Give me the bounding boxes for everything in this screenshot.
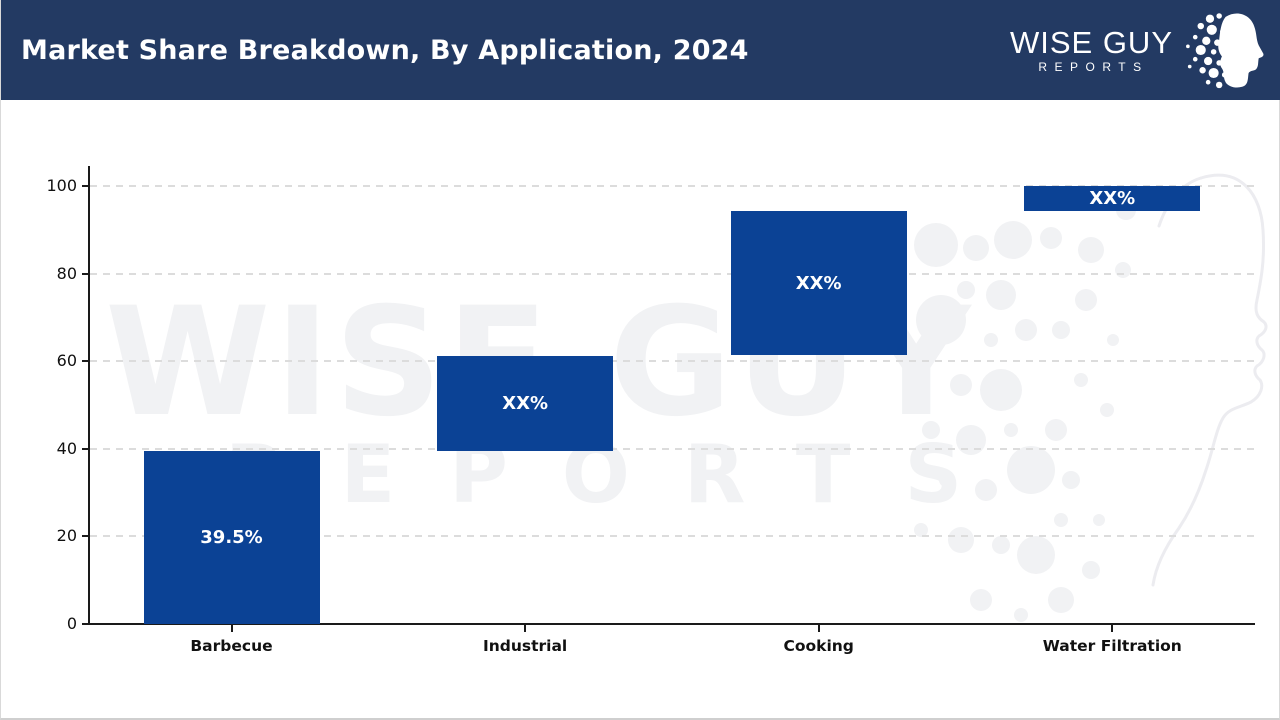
- logo-head-icon: [1186, 13, 1264, 89]
- y-tick-mark: [82, 272, 88, 275]
- x-category-label: Water Filtration: [1042, 637, 1182, 655]
- bar-value-label: XX%: [502, 392, 548, 414]
- bar-value-label: 39.5%: [200, 526, 263, 548]
- bar-cooking: XX%: [730, 210, 907, 356]
- header: Market Share Breakdown, By Application, …: [1, 0, 1280, 100]
- y-tick-mark: [82, 623, 88, 625]
- logo-sub-text: REPORTS: [1038, 59, 1149, 74]
- logo-brand-text: WISE GUY: [1009, 24, 1173, 60]
- x-category-label: Cooking: [783, 637, 854, 655]
- x-tick-mark: [524, 625, 527, 632]
- bar-value-label: XX%: [1089, 187, 1136, 209]
- x-tick-mark: [230, 625, 233, 632]
- y-axis-line: [88, 166, 90, 625]
- bar-water-filtration: XX%: [1024, 186, 1201, 211]
- bar-value-label: XX%: [795, 272, 842, 294]
- gridline-y60: [90, 360, 1254, 363]
- brand-logo: WISE GUY REPORTS: [1010, 7, 1267, 93]
- y-tick-label: 20: [56, 526, 77, 546]
- x-category-label: Industrial: [482, 637, 568, 655]
- y-tick-mark: [82, 360, 88, 363]
- gridline-y100: [90, 185, 1254, 187]
- y-tick-label: 80: [56, 263, 77, 283]
- y-tick-label: 100: [46, 176, 77, 195]
- x-tick-mark: [1111, 625, 1114, 632]
- watermark-head-icon: [914, 173, 1268, 622]
- y-tick-label: 0: [66, 614, 77, 633]
- y-tick-mark: [82, 535, 88, 538]
- gridline-y40: [90, 447, 1254, 450]
- x-axis-line: [88, 623, 1255, 625]
- x-tick-mark: [817, 625, 820, 632]
- y-tick-label: 60: [56, 351, 77, 371]
- bar-barbecue: 39.5%: [143, 450, 320, 624]
- y-tick-mark: [82, 185, 88, 187]
- x-category-label: Barbecue: [190, 637, 273, 655]
- gridline-y20: [90, 535, 1254, 538]
- y-tick-mark: [82, 447, 88, 450]
- bar-industrial: XX%: [437, 355, 614, 451]
- y-tick-label: 40: [56, 438, 77, 458]
- page-title: Market Share Breakdown, By Application, …: [21, 34, 749, 66]
- gridline-y80: [90, 272, 1254, 275]
- logo-text: WISE GUY REPORTS: [1010, 27, 1173, 74]
